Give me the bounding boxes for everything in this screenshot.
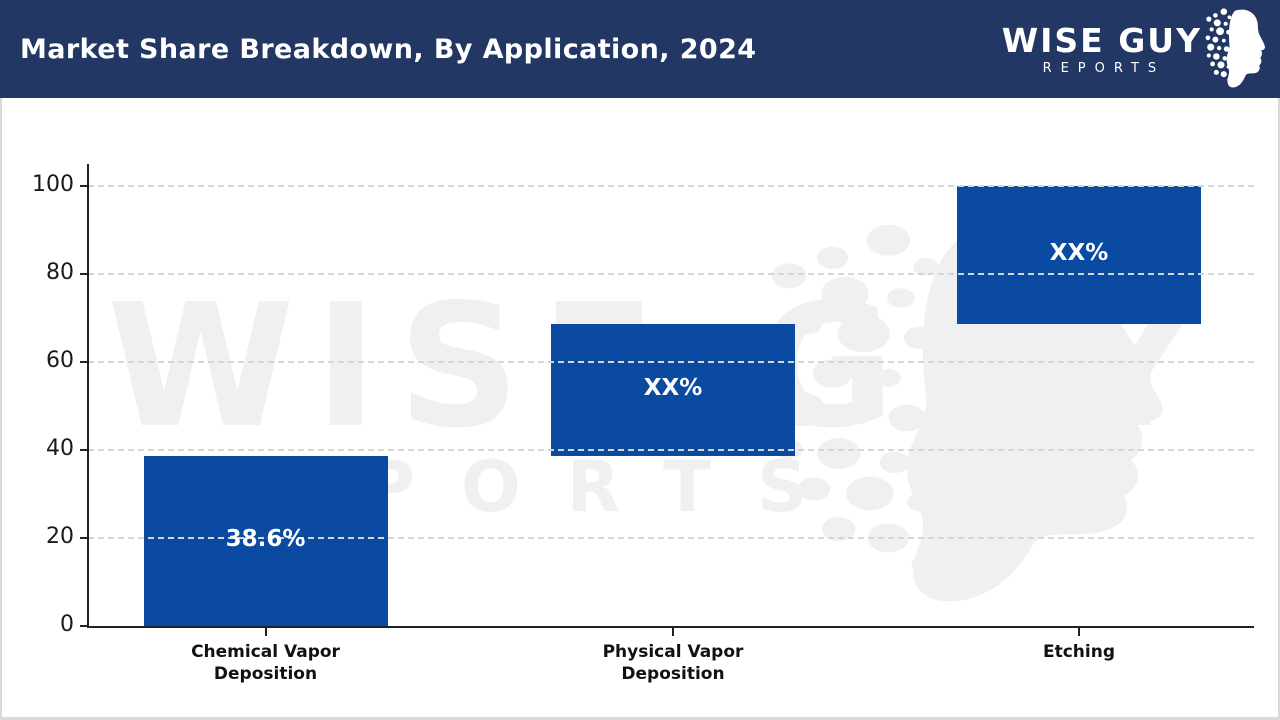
gridline: [88, 361, 1254, 363]
x-axis-tick: [1078, 628, 1080, 636]
gridline: [88, 537, 1254, 539]
y-axis-tick: [80, 537, 88, 539]
chart-area: WISE GUY REPORTS 02040608010038.6%Chemic…: [0, 98, 1280, 720]
bar-value-label: 38.6%: [225, 526, 306, 553]
y-tick-label: 100: [32, 172, 74, 197]
bar-value-label: XX%: [643, 375, 703, 402]
page-title: Market Share Breakdown, By Application, …: [20, 33, 757, 65]
brand-logo: WISE GUY REPORTS: [1002, 7, 1266, 91]
brand-head-icon: [1204, 7, 1266, 91]
header: Market Share Breakdown, By Application, …: [0, 0, 1280, 98]
y-axis-tick: [80, 185, 88, 187]
y-axis-tick: [80, 625, 88, 627]
brand-subtext: REPORTS: [1042, 60, 1166, 76]
x-axis-tick: [264, 628, 267, 636]
bar-segment: [143, 456, 388, 626]
bar-segment: [957, 186, 1201, 325]
y-axis-tick: [80, 273, 88, 275]
y-axis-tick: [80, 361, 88, 363]
brand-wordmark: WISE GUY REPORTS: [1002, 24, 1202, 75]
y-axis-tick: [80, 449, 88, 451]
plot-area: 0 20 40 60 80 100 38.6% Chemical Vapor Depositi…: [2, 98, 1278, 717]
y-axis: [87, 164, 89, 628]
y-tick-label: 40: [46, 436, 74, 461]
x-axis: [87, 626, 1254, 628]
y-tick-label: 20: [46, 524, 74, 549]
y-tick-label: 0: [60, 612, 74, 637]
gridline: [88, 273, 1254, 275]
x-category-label: Chemical Vapor Deposition: [191, 642, 340, 685]
y-tick-label: 60: [46, 348, 74, 373]
bar-segment: [551, 324, 795, 457]
gridline: [88, 185, 1254, 187]
gridline: [88, 449, 1254, 451]
x-category-label: Physical Vapor Deposition: [602, 642, 744, 685]
y-tick-label: 80: [46, 260, 74, 285]
x-category-label: Etching: [1042, 642, 1116, 662]
x-axis-tick: [672, 628, 674, 636]
brand-name: WISE GUY: [1001, 20, 1202, 60]
bar-value-label: XX%: [1049, 240, 1109, 267]
